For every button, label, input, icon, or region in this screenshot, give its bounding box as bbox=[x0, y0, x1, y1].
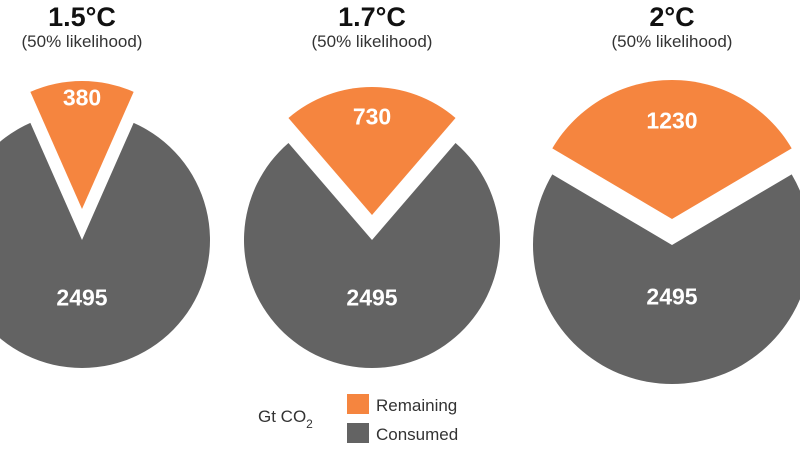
pie-title: 1.7°C bbox=[338, 2, 406, 32]
pie-subtitle: (50% likelihood) bbox=[612, 32, 733, 51]
slice-label-consumed: 2495 bbox=[646, 283, 697, 309]
legend-unit-label: Gt CO2 bbox=[258, 407, 313, 431]
pie-subtitle: (50% likelihood) bbox=[312, 32, 433, 51]
slice-remaining bbox=[30, 81, 134, 209]
pie-title: 2°C bbox=[649, 2, 694, 32]
legend-unit-subscript: 2 bbox=[306, 417, 313, 431]
pie-chart-3: 1230 2495 2°C(50% likelihood) bbox=[533, 2, 800, 384]
pie-subtitle: (50% likelihood) bbox=[22, 32, 143, 51]
slice-label-remaining: 1230 bbox=[646, 107, 697, 133]
slice-label-consumed: 2495 bbox=[346, 285, 397, 311]
slice-remaining bbox=[288, 86, 456, 215]
legend: Gt CO2 Remaining Consumed bbox=[258, 394, 458, 444]
slice-consumed bbox=[244, 143, 501, 368]
legend-label-consumed: Consumed bbox=[376, 425, 458, 444]
slice-label-remaining: 380 bbox=[63, 85, 101, 111]
pie-chart-2: 730 2495 1.7°C(50% likelihood) bbox=[244, 2, 501, 368]
legend-swatch-remaining bbox=[347, 394, 369, 414]
legend-label-remaining: Remaining bbox=[376, 396, 457, 415]
pie-chart-1: 380 2495 1.5°C(50% likelihood) bbox=[0, 2, 210, 368]
legend-unit-text: Gt CO bbox=[258, 407, 306, 426]
slice-consumed bbox=[533, 174, 800, 384]
slice-consumed bbox=[0, 122, 210, 368]
slice-label-consumed: 2495 bbox=[56, 285, 107, 311]
pie-title: 1.5°C bbox=[48, 2, 116, 32]
slice-remaining bbox=[552, 79, 792, 219]
slice-label-remaining: 730 bbox=[353, 103, 391, 129]
legend-swatch-consumed bbox=[347, 423, 369, 443]
